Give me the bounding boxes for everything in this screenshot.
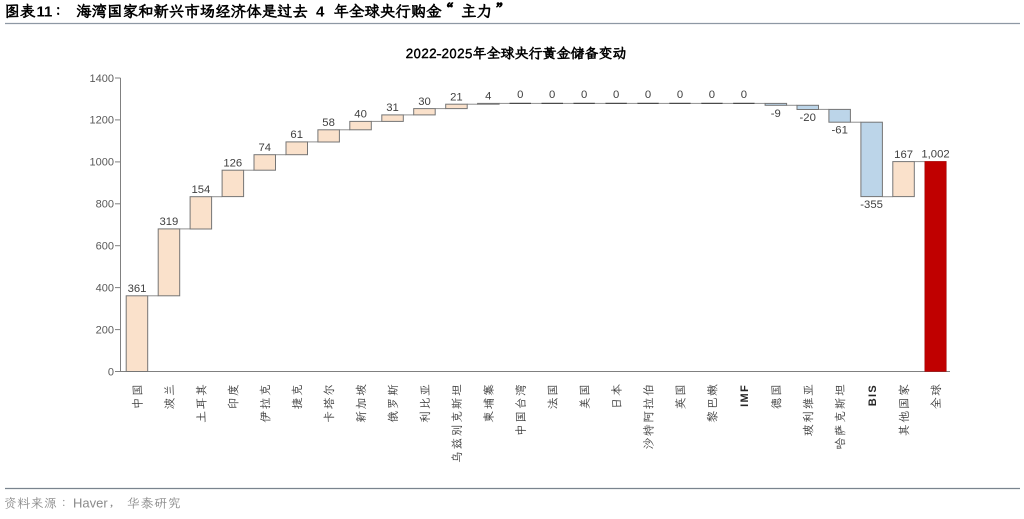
svg-text:-9: -9 [771,108,781,120]
svg-text:1000: 1000 [90,157,114,169]
svg-text:0: 0 [741,89,747,101]
svg-text:IMF: IMF [739,384,751,407]
svg-text:200: 200 [96,324,114,336]
svg-text:0: 0 [645,89,651,101]
svg-text:31: 31 [386,102,399,114]
svg-text:21: 21 [450,91,463,103]
svg-text:0: 0 [709,89,715,101]
svg-text:11: 11 [37,4,53,21]
svg-text:1400: 1400 [90,73,114,85]
svg-text:0: 0 [581,89,587,101]
svg-text:-61: -61 [832,125,848,137]
svg-text:0: 0 [108,366,114,378]
svg-text:30: 30 [418,96,431,108]
svg-text:126: 126 [223,157,242,169]
svg-text:400: 400 [96,282,114,294]
svg-text:Haver: Haver [73,496,108,511]
svg-text:154: 154 [191,184,210,196]
svg-text:167: 167 [894,149,913,161]
svg-text:0: 0 [517,89,523,101]
svg-text:0: 0 [549,89,555,101]
svg-text:4: 4 [316,4,325,21]
svg-text:1200: 1200 [90,115,114,127]
svg-text:319: 319 [159,216,178,228]
svg-text:BIS: BIS [867,384,879,406]
svg-text:40: 40 [354,109,367,121]
svg-text:600: 600 [96,241,114,253]
svg-text:74: 74 [259,142,272,154]
svg-text:-20: -20 [800,112,816,124]
svg-text:0: 0 [613,89,619,101]
svg-text:800: 800 [96,199,114,211]
svg-text:-355: -355 [860,199,883,211]
svg-text:58: 58 [322,117,335,129]
svg-text:1,002: 1,002 [921,149,949,161]
svg-text:4: 4 [485,91,491,103]
svg-text:0: 0 [677,89,683,101]
svg-text:361: 361 [128,283,147,295]
svg-text:61: 61 [290,129,303,141]
